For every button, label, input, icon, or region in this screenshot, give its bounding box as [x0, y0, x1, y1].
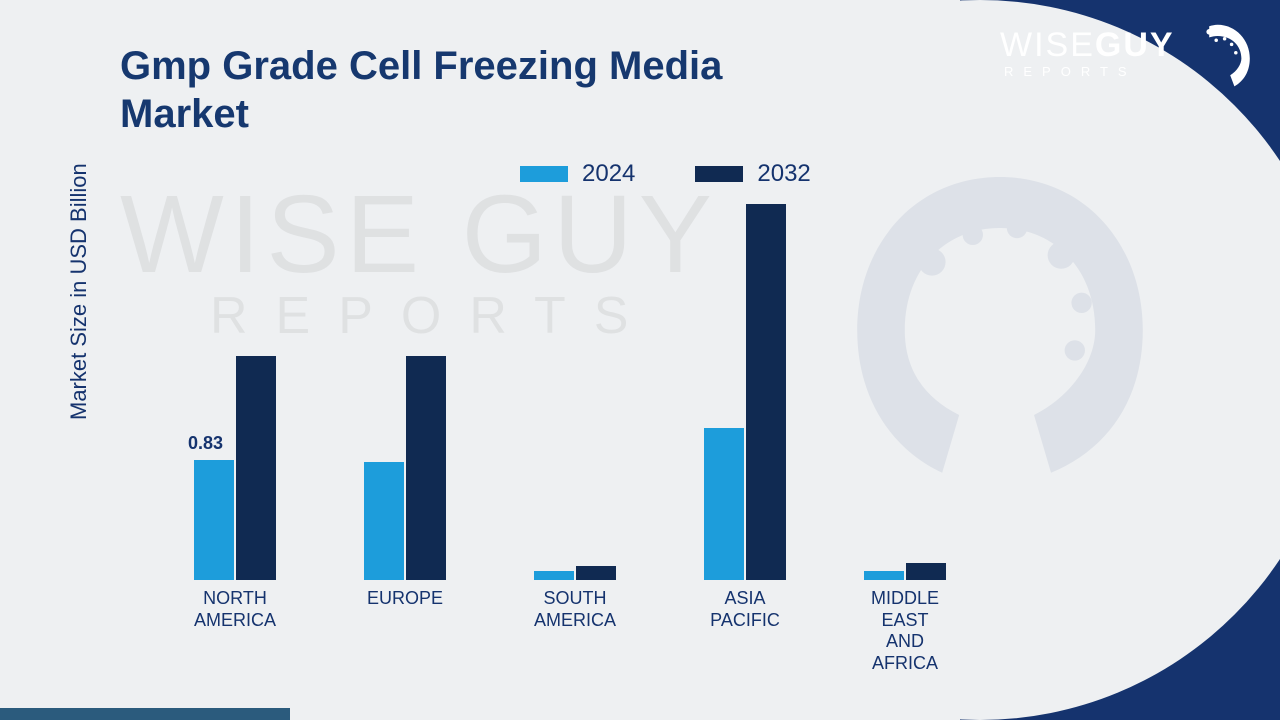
bar-pair: [330, 190, 480, 580]
bar: [576, 566, 616, 580]
category-group: 0.83NORTHAMERICA: [160, 190, 310, 580]
category-label: NORTHAMERICA: [160, 588, 310, 631]
bar: [704, 428, 744, 580]
logo-word-guy: GUY: [1095, 26, 1175, 64]
bottom-accent-bar: [0, 708, 290, 720]
bar: [534, 571, 574, 580]
category-group: EUROPE: [330, 190, 480, 580]
legend-swatch-2032: [695, 166, 743, 182]
legend-swatch-2024: [520, 166, 568, 182]
bar: [406, 356, 446, 580]
page-title: Gmp Grade Cell Freezing Media Market: [120, 42, 800, 138]
plot-area: 0.83NORTHAMERICAEUROPESOUTHAMERICAASIAPA…: [150, 190, 970, 580]
logo-word-wise: WISE: [1000, 26, 1095, 64]
logo-head-icon: [1184, 22, 1254, 92]
category-label: MIDDLEEASTANDAFRICA: [830, 588, 980, 674]
y-axis-label: Market Size in USD Billion: [66, 163, 92, 420]
bar: [746, 204, 786, 580]
bar: [364, 462, 404, 580]
legend-label-2024: 2024: [582, 160, 635, 188]
bar: [906, 563, 946, 580]
category-label: EUROPE: [330, 588, 480, 610]
category-group: MIDDLEEASTANDAFRICA: [830, 190, 980, 580]
bar-pair: [500, 190, 650, 580]
report-canvas: WISE GUY REPORTS Gmp Grade Cell Freezing…: [0, 0, 1280, 720]
category-label: SOUTHAMERICA: [500, 588, 650, 631]
category-group: ASIAPACIFIC: [670, 190, 820, 580]
brand-logo: WISEGUY REPORTS: [1000, 28, 1250, 79]
bar-pair: [160, 190, 310, 580]
category-label: ASIAPACIFIC: [670, 588, 820, 631]
bar: [194, 460, 234, 580]
bar: [864, 571, 904, 580]
bar-pair: [830, 190, 980, 580]
category-group: SOUTHAMERICA: [500, 190, 650, 580]
chart-legend: 2024 2032: [520, 160, 811, 188]
bar-chart: Market Size in USD Billion 2024 2032 0.8…: [60, 160, 980, 680]
legend-item-2024: 2024: [520, 160, 635, 188]
legend-item-2032: 2032: [695, 160, 810, 188]
bar-pair: [670, 190, 820, 580]
bar: [236, 356, 276, 580]
legend-label-2032: 2032: [757, 160, 810, 188]
